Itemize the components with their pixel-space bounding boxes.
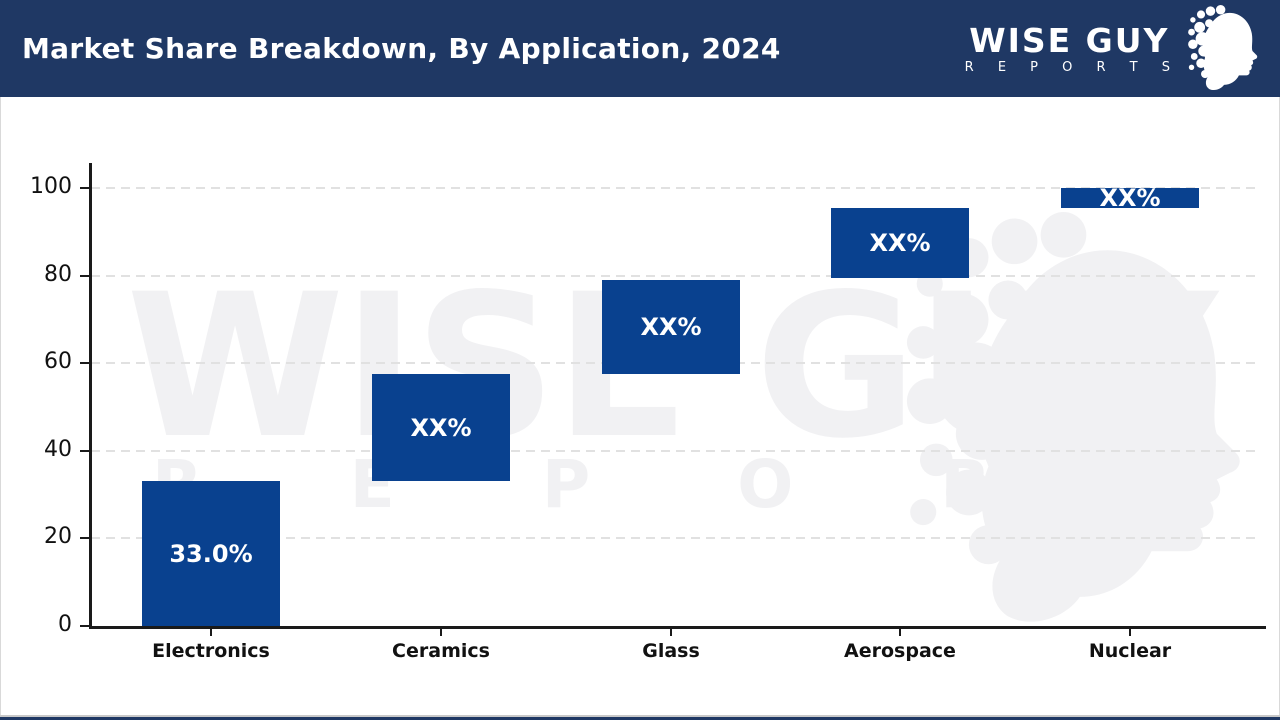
x-tick-mark (670, 627, 672, 636)
brand-face-icon (1182, 5, 1262, 93)
waterfall-chart: 0 20 40 60 80 100 33.0% XX% XX% XX% XX% Electronics… (0, 97, 1280, 720)
y-tick-label: 80 (44, 261, 72, 287)
y-axis-line (89, 163, 92, 628)
y-tick-label: 100 (30, 174, 72, 199)
x-axis-label-ceramics: Ceramics (392, 640, 490, 662)
bar-ceramics: XX% (372, 374, 510, 482)
y-tick-mark (80, 625, 89, 627)
x-axis-line (89, 626, 1266, 629)
bar-value-label: XX% (640, 313, 702, 342)
y-tick-label: 0 (58, 612, 72, 637)
bar-value-label: XX% (869, 228, 931, 257)
x-tick-mark (899, 627, 901, 636)
y-tick-mark (80, 187, 89, 189)
x-tick-mark (210, 627, 212, 636)
x-axis-label-electronics: Electronics (152, 640, 270, 662)
y-tick-mark (80, 274, 89, 277)
y-tick-label: 40 (44, 436, 72, 462)
y-tick-mark (80, 537, 89, 540)
header-band: Market Share Breakdown, By Application, … (0, 0, 1280, 97)
y-tick-mark (80, 362, 89, 365)
bar-glass: XX% (602, 279, 740, 375)
y-tick-label: 60 (44, 349, 72, 375)
bar-electronics: 33.0% (142, 481, 280, 626)
bar-value-label: XX% (1099, 183, 1161, 212)
brand-subtitle: R E P O R T S (964, 59, 1180, 75)
x-tick-mark (1129, 627, 1131, 636)
y-tick-mark (80, 449, 89, 452)
bottom-divider (0, 715, 1280, 717)
gridline (91, 187, 1258, 189)
x-axis-label-aerospace: Aerospace (844, 640, 956, 662)
footer-band (0, 717, 1280, 720)
x-tick-mark (440, 627, 442, 636)
bar-nuclear: XX% (1061, 183, 1199, 212)
bar-aerospace: XX% (831, 207, 969, 278)
x-axis-label-glass: Glass (642, 640, 700, 662)
bar-value-label: 33.0% (169, 539, 253, 568)
gridline (91, 449, 1258, 452)
brand-logo-text: WISE GUY R E P O R T S (959, 24, 1180, 74)
chart-title: Market Share Breakdown, By Application, … (22, 32, 781, 65)
bar-value-label: XX% (410, 413, 472, 442)
gridline (91, 537, 1258, 540)
gridline (91, 274, 1258, 277)
y-tick-label: 20 (44, 524, 72, 550)
brand-logo: WISE GUY R E P O R T S (959, 5, 1262, 93)
x-axis-label-nuclear: Nuclear (1088, 640, 1172, 662)
brand-name: WISE GUY (969, 20, 1170, 60)
